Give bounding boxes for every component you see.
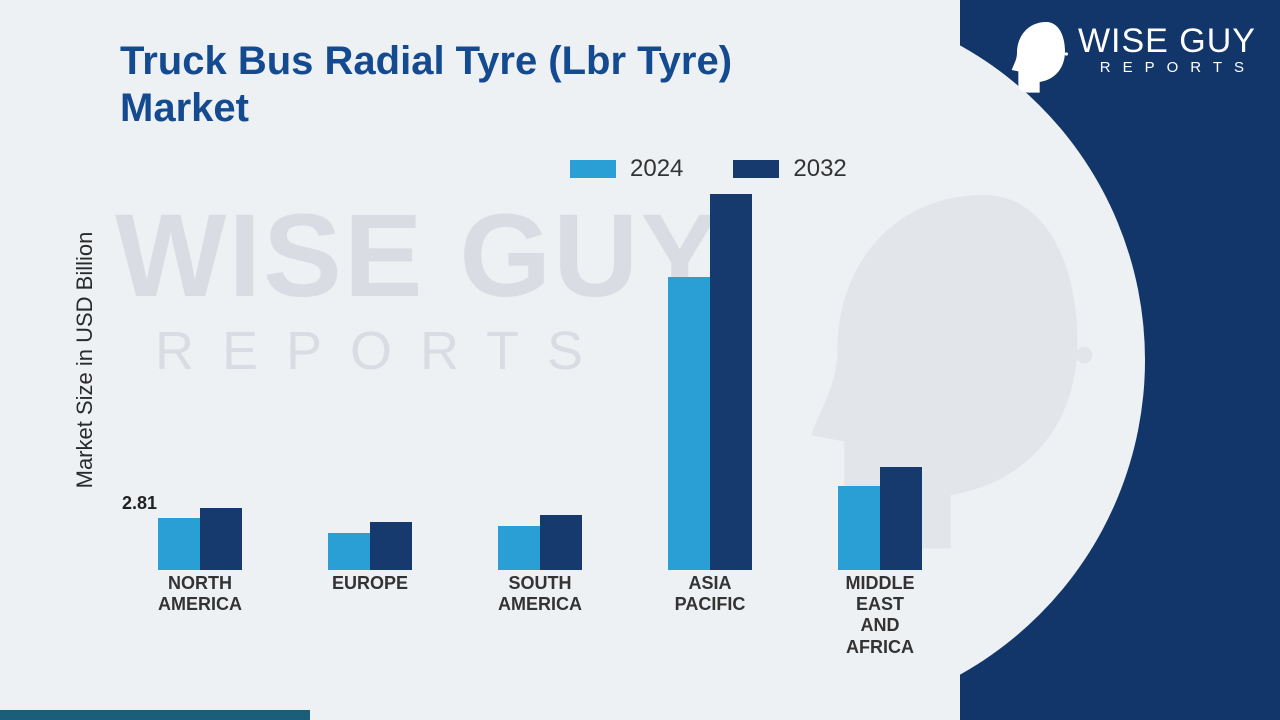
x-axis-labels: NORTHAMERICA EUROPE SOUTHAMERICA ASIAPACIFI… <box>110 573 970 683</box>
brand-logo-text: WISE GUY REPORTS <box>1078 22 1256 76</box>
brand-main-text: WISE GUY <box>1078 22 1256 60</box>
bar-2032-sa <box>540 515 582 570</box>
legend-label-2032: 2032 <box>793 155 846 183</box>
legend-swatch-2024 <box>570 160 616 178</box>
legend-swatch-2032 <box>733 160 779 178</box>
bar-2024-sa <box>498 526 540 570</box>
bottom-accent-bar <box>0 710 310 720</box>
x-label-na: NORTHAMERICA <box>130 573 270 615</box>
value-label-na: 2.81 <box>122 493 157 514</box>
x-label-eu: EUROPE <box>300 573 440 594</box>
brand-sub: REPORTS <box>1078 59 1256 76</box>
chart-title: Truck Bus Radial Tyre (Lbr Tyre) Market <box>120 38 760 132</box>
plot-area: 2.81 <box>110 185 970 570</box>
bar-2032-mea <box>880 467 922 570</box>
x-label-sa: SOUTHAMERICA <box>470 573 610 615</box>
chart-region: 2024 2032 Market Size in USD Billion 2.8… <box>60 155 980 695</box>
legend-item-2032: 2032 <box>733 155 846 183</box>
brand-main: WISE GUY <box>1078 22 1256 61</box>
bar-2024-mea <box>838 486 880 570</box>
brand-head-icon <box>1007 18 1075 98</box>
x-label-ap: ASIAPACIFIC <box>640 573 780 615</box>
bar-2032-ap <box>710 194 752 570</box>
bar-2024-na <box>158 518 200 570</box>
legend: 2024 2032 <box>570 155 847 183</box>
legend-item-2024: 2024 <box>570 155 683 183</box>
bar-2032-eu <box>370 522 412 570</box>
bar-2024-eu <box>328 533 370 570</box>
legend-label-2024: 2024 <box>630 155 683 183</box>
chart-canvas: WISE GUY REPORTS WISE GUY REPORTS Truck … <box>0 0 1280 720</box>
y-axis-label: Market Size in USD Billion <box>72 150 102 570</box>
bar-2032-na <box>200 508 242 570</box>
bar-2024-ap <box>668 277 710 570</box>
x-label-mea: MIDDLEEASTANDAFRICA <box>810 573 950 658</box>
